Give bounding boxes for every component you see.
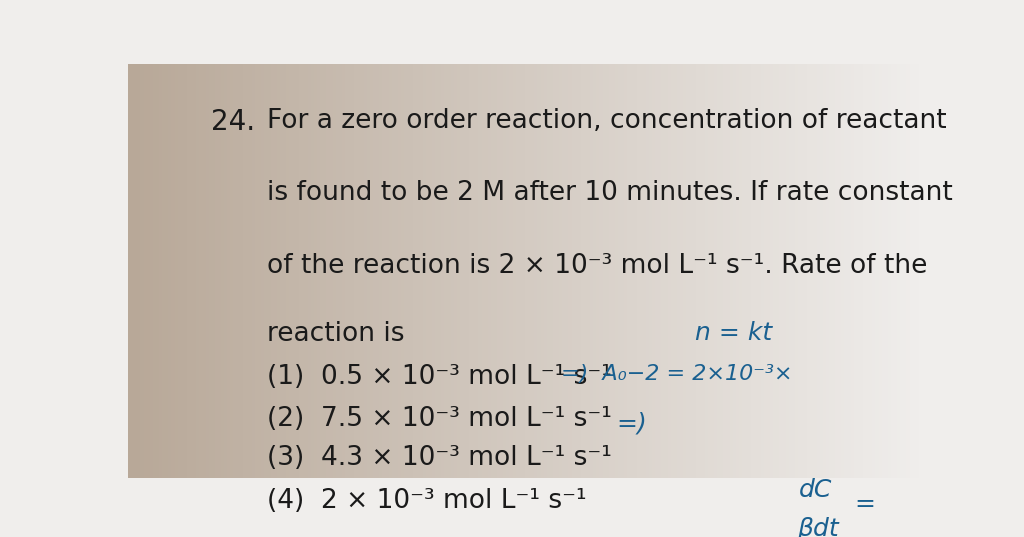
Text: of the reaction is 2 × 10⁻³ mol L⁻¹ s⁻¹. Rate of the: of the reaction is 2 × 10⁻³ mol L⁻¹ s⁻¹.… bbox=[267, 252, 928, 279]
Text: =): =) bbox=[616, 412, 647, 436]
Text: =)  A₀−2 = 2×10⁻³×: =) A₀−2 = 2×10⁻³× bbox=[560, 364, 792, 384]
Text: βdt: βdt bbox=[797, 517, 839, 537]
Text: =: = bbox=[854, 492, 876, 517]
Text: 24.: 24. bbox=[211, 108, 255, 136]
Text: is found to be 2 M after 10 minutes. If rate constant: is found to be 2 M after 10 minutes. If … bbox=[267, 180, 952, 206]
Text: For a zero order reaction, concentration of reactant: For a zero order reaction, concentration… bbox=[267, 108, 946, 134]
Text: n = kt: n = kt bbox=[695, 321, 772, 345]
Text: (3)  4.3 × 10⁻³ mol L⁻¹ s⁻¹: (3) 4.3 × 10⁻³ mol L⁻¹ s⁻¹ bbox=[267, 445, 611, 471]
Text: reaction is: reaction is bbox=[267, 321, 404, 347]
Text: (2)  7.5 × 10⁻³ mol L⁻¹ s⁻¹: (2) 7.5 × 10⁻³ mol L⁻¹ s⁻¹ bbox=[267, 405, 611, 432]
Text: (4)  2 × 10⁻³ mol L⁻¹ s⁻¹: (4) 2 × 10⁻³ mol L⁻¹ s⁻¹ bbox=[267, 488, 587, 514]
Text: (1)  0.5 × 10⁻³ mol L⁻¹ s⁻¹: (1) 0.5 × 10⁻³ mol L⁻¹ s⁻¹ bbox=[267, 364, 611, 390]
Text: dC: dC bbox=[799, 478, 831, 502]
